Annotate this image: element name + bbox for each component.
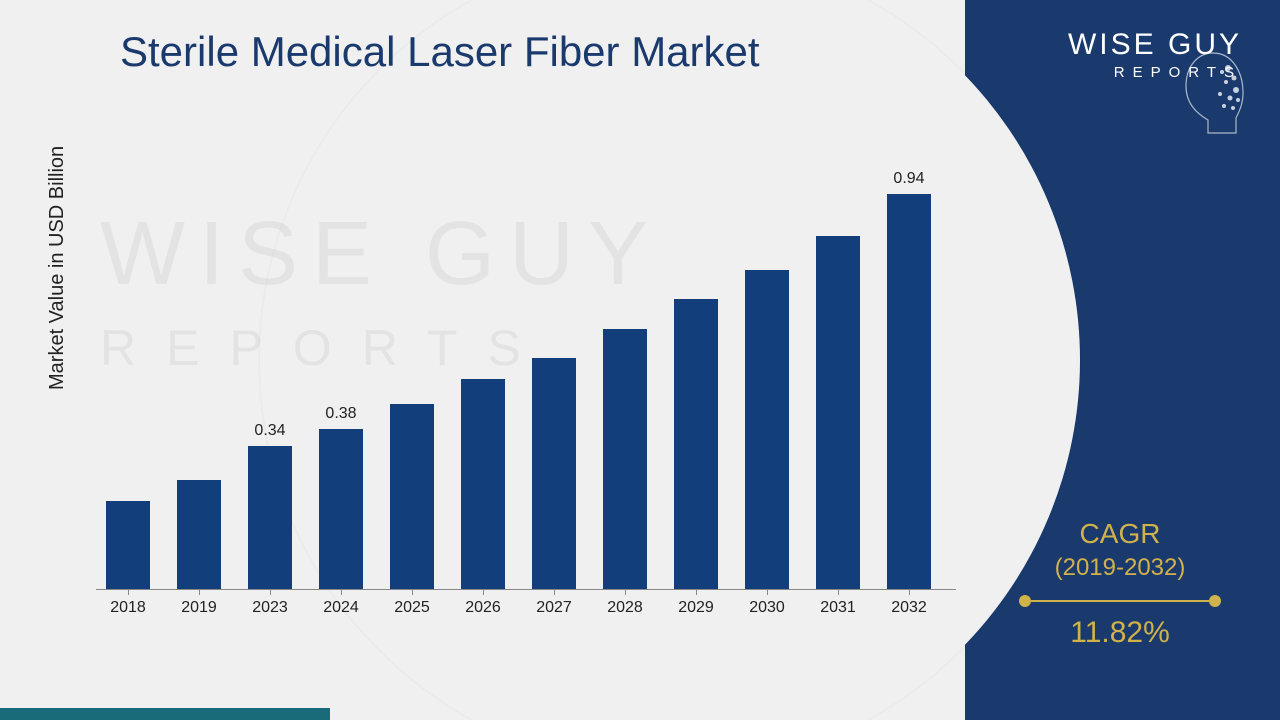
bar-value-label: 0.38 bbox=[311, 405, 371, 423]
x-tick bbox=[838, 589, 839, 595]
x-tick bbox=[199, 589, 200, 595]
x-tick bbox=[128, 589, 129, 595]
x-tick bbox=[625, 589, 626, 595]
y-axis-label: Market Value in USD Billion bbox=[46, 146, 69, 390]
bar bbox=[248, 446, 292, 589]
bar-value-label: 0.94 bbox=[879, 170, 939, 188]
bar-chart: Market Value in USD Billion 201820190.34… bbox=[56, 150, 956, 630]
x-tick bbox=[412, 589, 413, 595]
bar-value-label: 0.34 bbox=[240, 422, 300, 440]
x-tick bbox=[554, 589, 555, 595]
bar bbox=[532, 358, 576, 589]
cagr-block: CAGR (2019-2032) 11.82% bbox=[1000, 518, 1240, 650]
x-axis bbox=[96, 589, 956, 590]
x-tick-label: 2025 bbox=[382, 599, 442, 617]
bar bbox=[319, 429, 363, 589]
bar bbox=[745, 270, 789, 589]
bar bbox=[461, 379, 505, 589]
x-tick-label: 2028 bbox=[595, 599, 655, 617]
bar bbox=[390, 404, 434, 589]
chart-title: Sterile Medical Laser Fiber Market bbox=[120, 28, 760, 76]
x-tick bbox=[341, 589, 342, 595]
cagr-divider bbox=[1025, 600, 1215, 602]
x-tick-label: 2023 bbox=[240, 599, 300, 617]
x-tick bbox=[696, 589, 697, 595]
x-tick bbox=[270, 589, 271, 595]
x-tick bbox=[483, 589, 484, 595]
x-tick-label: 2027 bbox=[524, 599, 584, 617]
x-tick-label: 2032 bbox=[879, 599, 939, 617]
bar bbox=[603, 329, 647, 589]
cagr-value: 11.82% bbox=[1000, 616, 1240, 650]
x-tick bbox=[909, 589, 910, 595]
bar bbox=[887, 194, 931, 589]
head-icon bbox=[1178, 48, 1248, 138]
x-tick-label: 2031 bbox=[808, 599, 868, 617]
brand-logo: WISE GUY REPORTS bbox=[1068, 28, 1242, 81]
cagr-label: CAGR bbox=[1000, 518, 1240, 550]
bar bbox=[674, 299, 718, 589]
infographic-page: WISE GUY REPORTS CAGR (2019-2032) 11.82%… bbox=[0, 0, 1280, 720]
x-tick-label: 2024 bbox=[311, 599, 371, 617]
plot-area: 201820190.3420230.3820242025202620272028… bbox=[96, 150, 956, 590]
bar bbox=[177, 480, 221, 589]
x-tick-label: 2026 bbox=[453, 599, 513, 617]
bars-container: 201820190.3420230.3820242025202620272028… bbox=[96, 149, 956, 589]
bar bbox=[816, 236, 860, 589]
bar bbox=[106, 501, 150, 589]
bottom-accent-bar bbox=[0, 708, 330, 720]
x-tick-label: 2019 bbox=[169, 599, 229, 617]
x-tick-label: 2030 bbox=[737, 599, 797, 617]
x-tick bbox=[767, 589, 768, 595]
x-tick-label: 2018 bbox=[98, 599, 158, 617]
cagr-range: (2019-2032) bbox=[1000, 554, 1240, 582]
x-tick-label: 2029 bbox=[666, 599, 726, 617]
